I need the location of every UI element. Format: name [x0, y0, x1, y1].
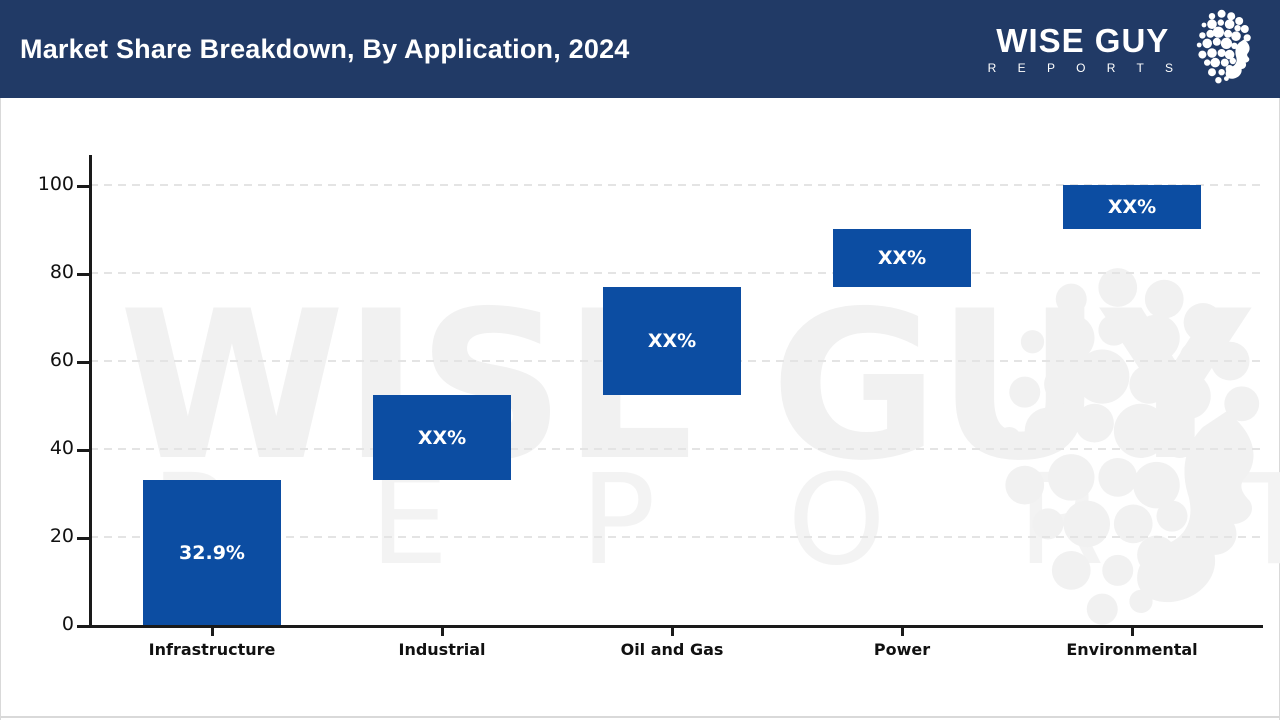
- bottom-hairline: [1, 716, 1280, 718]
- x-axis-line: [86, 625, 1263, 628]
- x-tick-2: [671, 628, 674, 636]
- gridline-100: [90, 184, 1263, 186]
- x-category-label: Environmental: [1066, 640, 1198, 659]
- y-tick-label: 40: [49, 437, 74, 459]
- y-tick-label: 80: [49, 261, 74, 283]
- bar-value-label: XX%: [1107, 196, 1157, 218]
- y-tick-100: [77, 185, 89, 188]
- y-tick-label: 60: [49, 349, 74, 371]
- bar-value-label: 32.9%: [179, 541, 245, 564]
- brand-logo: WISE GUY R E P O R T S: [984, 9, 1252, 89]
- x-category-label: Oil and Gas: [620, 640, 724, 659]
- bar-value-label: XX%: [417, 426, 467, 449]
- bar-value-label: XX%: [647, 329, 697, 352]
- x-category-label: Infrastructure: [148, 640, 276, 659]
- brand-subtitle: R E P O R T S: [987, 61, 1182, 75]
- gridline-80: [90, 272, 1263, 274]
- bar-oil-and-gas: XX%: [603, 287, 741, 395]
- x-category-label: Industrial: [398, 640, 486, 659]
- y-tick-label: 0: [61, 613, 74, 635]
- y-axis-line: [89, 155, 92, 628]
- y-tick-label: 20: [49, 525, 74, 547]
- x-tick-4: [1131, 628, 1134, 636]
- x-tick-1: [441, 628, 444, 636]
- y-tick-80: [77, 273, 89, 276]
- y-tick-0: [77, 625, 89, 628]
- x-tick-0: [211, 628, 214, 636]
- brand-text: WISE GUY R E P O R T S: [984, 24, 1182, 74]
- bar-industrial: XX%: [373, 394, 511, 481]
- chart-area: WISE GUY R E P O R T S 020406080100Infra…: [0, 98, 1280, 720]
- bar-infrastructure: 32.9%: [143, 480, 281, 625]
- header-band: Market Share Breakdown, By Application, …: [0, 0, 1280, 98]
- x-tick-3: [901, 628, 904, 636]
- gridline-40: [90, 448, 1263, 450]
- y-tick-40: [77, 449, 89, 452]
- bar-value-label: XX%: [877, 247, 927, 270]
- dotted-head-logo-icon: [1196, 9, 1251, 84]
- y-tick-label: 100: [37, 173, 74, 195]
- bar-environmental: XX%: [1063, 185, 1201, 229]
- y-tick-60: [77, 361, 89, 364]
- x-category-label: Power: [873, 640, 931, 659]
- y-tick-20: [77, 537, 89, 540]
- gridline-20: [90, 536, 1263, 538]
- brand-name: WISE GUY: [996, 22, 1170, 59]
- chart-title: Market Share Breakdown, By Application, …: [20, 33, 630, 64]
- bar-power: XX%: [833, 229, 971, 288]
